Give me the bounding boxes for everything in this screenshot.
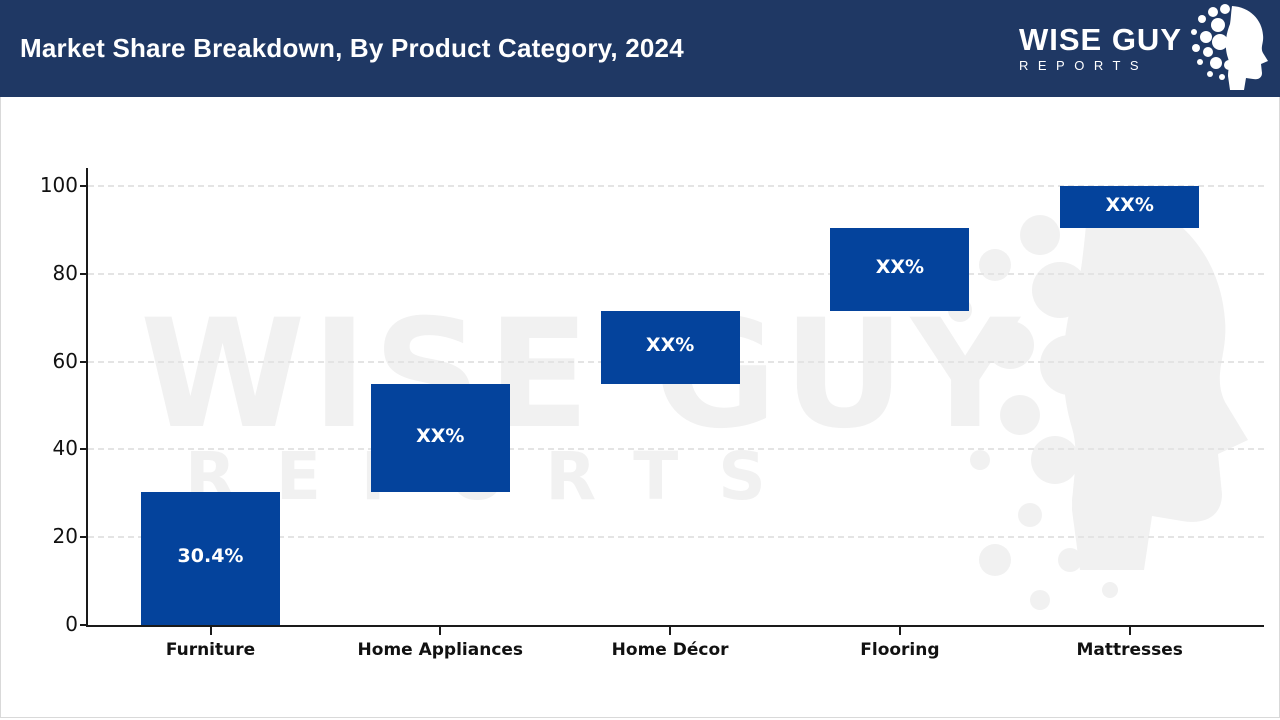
y-axis-tick: [80, 624, 88, 626]
y-axis-tick: [80, 185, 88, 187]
y-tick-label: 40: [52, 436, 78, 461]
y-axis-tick: [80, 448, 88, 451]
logo-head-icon: [1186, 3, 1270, 94]
wise-guy-logo: WISE GUY REPORTS: [1018, 3, 1280, 94]
page-title: Market Share Breakdown, By Product Categ…: [20, 33, 684, 63]
x-axis-tick: [1128, 627, 1131, 635]
y-tick-label: 80: [52, 260, 78, 285]
bar-segment: [600, 311, 740, 384]
bar-value-label: XX%: [645, 334, 695, 357]
x-axis-tick: [669, 627, 672, 635]
header-band: Market Share Breakdown, By Product Categ…: [0, 0, 1280, 97]
y-axis-tick: [80, 360, 88, 363]
x-tick-label: Home Décor: [611, 640, 729, 660]
x-tick-label: Mattresses: [1076, 640, 1183, 660]
gridline: [88, 185, 1264, 187]
watermark-text-line1: WISE GUY: [140, 288, 1026, 462]
logo-line2: REPORTS: [1018, 57, 1149, 73]
x-tick-label: Home Appliances: [357, 640, 524, 660]
y-tick-label: 20: [52, 524, 78, 549]
bar-value-label: XX%: [1105, 193, 1154, 216]
gridline: [88, 272, 1264, 275]
x-axis-line: [86, 625, 1264, 627]
y-axis-line: [86, 168, 88, 627]
y-axis-tick: [80, 272, 88, 275]
bar-value-label: XX%: [875, 256, 925, 279]
logo-text: WISE GUY REPORTS: [1018, 21, 1182, 73]
bar-value-label: 30.4%: [177, 545, 244, 568]
y-axis-tick: [80, 536, 88, 539]
x-tick-label: Flooring: [860, 640, 940, 660]
gridline: [88, 448, 1264, 451]
bar-segment: [830, 227, 970, 312]
x-axis-tick: [439, 627, 442, 635]
y-tick-label: 0: [65, 612, 78, 636]
y-tick-label: 60: [52, 348, 78, 373]
bar-segment: [141, 491, 280, 625]
bar-segment: [370, 383, 510, 492]
logo-line1: WISE GUY: [1018, 21, 1182, 57]
watermark-head-icon: [920, 170, 1260, 624]
y-tick-label: 100: [39, 173, 78, 197]
bar-value-label: XX%: [416, 424, 465, 447]
x-axis-tick: [209, 627, 212, 635]
x-axis-tick: [898, 627, 901, 635]
gridline: [88, 536, 1264, 539]
x-tick-label: Furniture: [165, 640, 256, 660]
bar-segment: [1060, 186, 1200, 228]
